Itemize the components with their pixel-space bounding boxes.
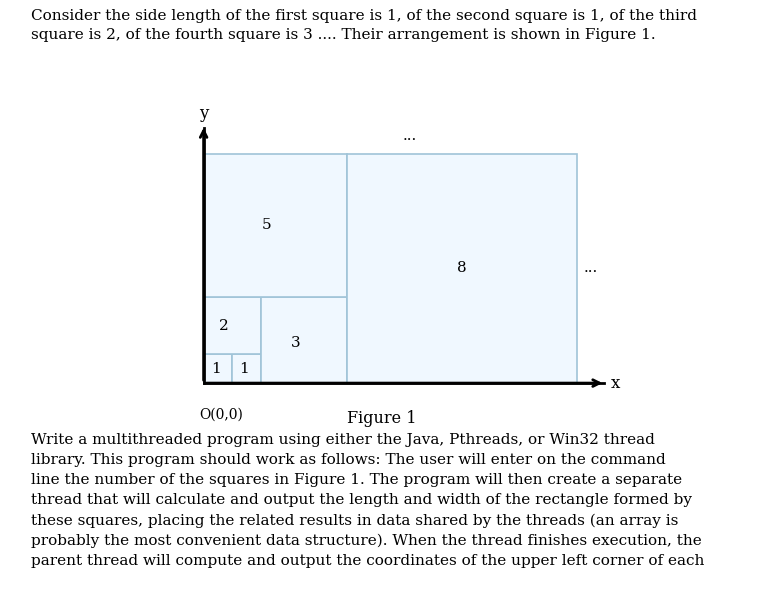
Text: 1: 1 <box>239 362 249 376</box>
Text: 2: 2 <box>219 319 228 333</box>
Text: Consider the side length of the first square is 1, of the second square is 1, of: Consider the side length of the first sq… <box>31 9 697 42</box>
Text: 1: 1 <box>211 362 221 376</box>
Text: Figure 1: Figure 1 <box>348 410 416 427</box>
Text: 8: 8 <box>457 262 467 275</box>
Text: 5: 5 <box>262 219 271 232</box>
Text: Write a multithreaded program using either the Java, Pthreads, or Win32 thread
l: Write a multithreaded program using eith… <box>31 433 704 569</box>
Bar <box>204 297 261 354</box>
Text: y: y <box>199 105 209 122</box>
Text: 3: 3 <box>290 336 300 350</box>
Bar <box>261 297 347 383</box>
Bar <box>204 354 232 383</box>
Bar <box>347 154 577 383</box>
Bar <box>204 154 347 297</box>
Text: x: x <box>611 375 620 392</box>
Text: ...: ... <box>403 130 417 143</box>
Text: O(0,0): O(0,0) <box>199 408 243 421</box>
Text: ...: ... <box>584 262 598 275</box>
Bar <box>232 354 261 383</box>
